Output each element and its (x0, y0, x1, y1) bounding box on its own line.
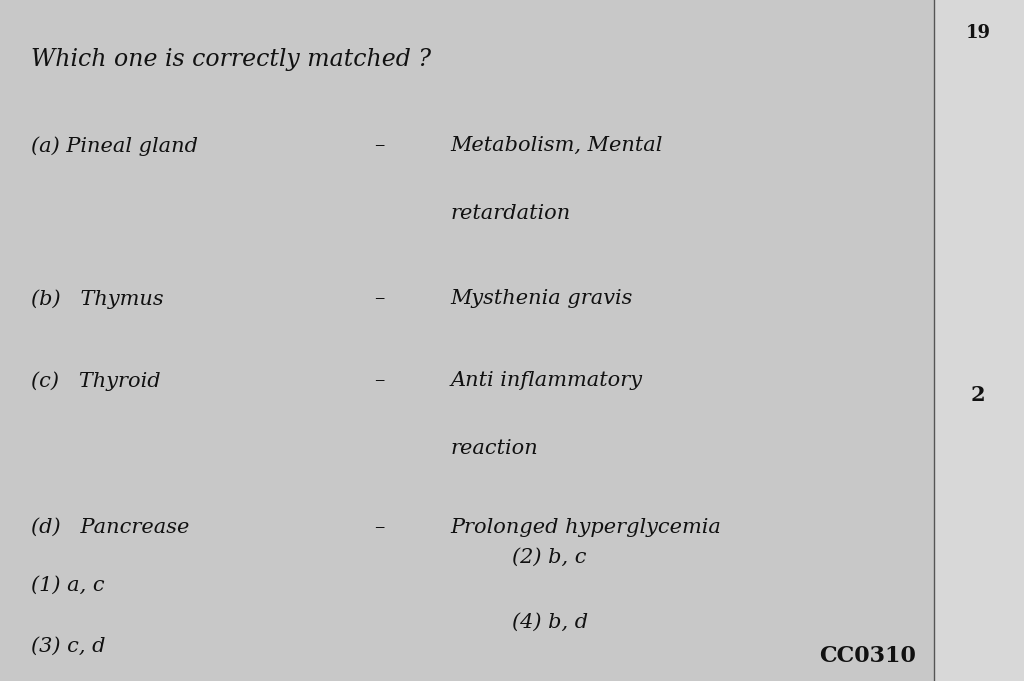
Text: Mysthenia gravis: Mysthenia gravis (451, 289, 633, 308)
Text: (b)   Thymus: (b) Thymus (31, 289, 164, 309)
Text: –: – (374, 371, 384, 390)
Text: (1) a, c: (1) a, c (31, 575, 104, 595)
Text: (3) c, d: (3) c, d (31, 637, 105, 656)
Text: reaction: reaction (451, 439, 539, 458)
Bar (934, 0, 1024, 681)
Text: –: – (374, 136, 384, 155)
Text: (d)   Pancrease: (d) Pancrease (31, 518, 189, 537)
Text: 2: 2 (971, 385, 985, 405)
Text: CC0310: CC0310 (819, 646, 916, 667)
Text: Metabolism, Mental: Metabolism, Mental (451, 136, 663, 155)
Text: (4) b, d: (4) b, d (512, 613, 588, 632)
Text: –: – (374, 518, 384, 537)
Text: Prolonged hyperglycemia: Prolonged hyperglycemia (451, 518, 722, 537)
Text: –: – (374, 289, 384, 308)
Text: (a) Pineal gland: (a) Pineal gland (31, 136, 198, 156)
Text: Which one is correctly matched ?: Which one is correctly matched ? (31, 48, 431, 71)
Text: (c)   Thyroid: (c) Thyroid (31, 371, 161, 391)
Text: retardation: retardation (451, 204, 570, 223)
Text: (2) b, c: (2) b, c (512, 548, 587, 567)
Text: Anti inflammatory: Anti inflammatory (451, 371, 643, 390)
Text: 19: 19 (966, 24, 990, 42)
